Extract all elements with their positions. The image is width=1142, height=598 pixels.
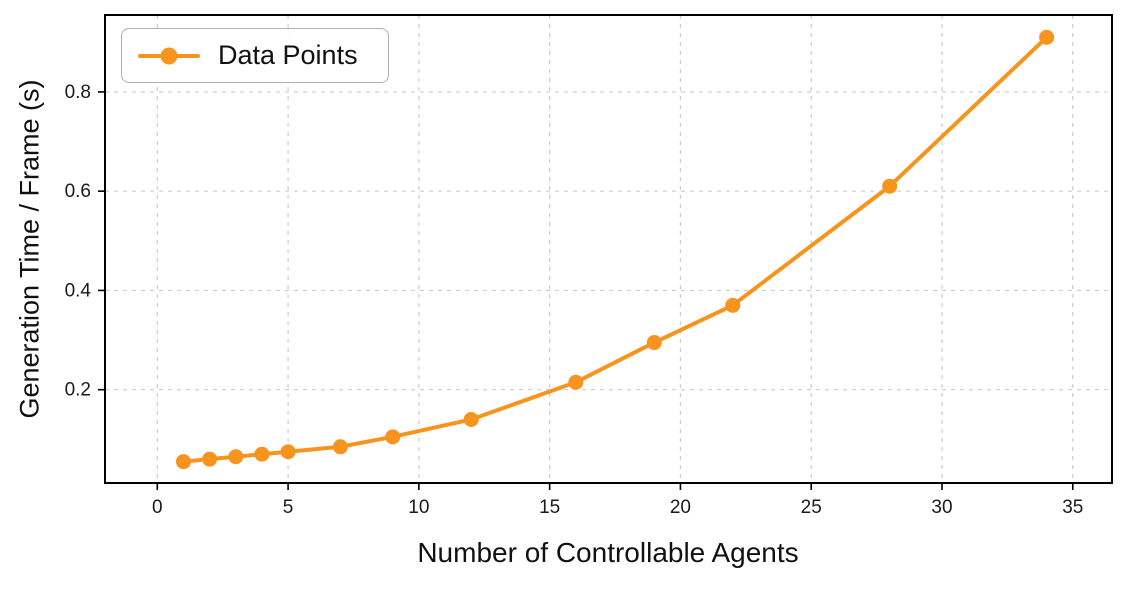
x-tick-label: 15 [539,497,560,518]
data-point [646,335,662,351]
plot-border [104,14,1113,484]
data-point [882,178,898,194]
data-point [175,454,191,470]
data-point [254,446,270,462]
legend-dot-icon [160,47,178,64]
tick-marks [98,91,1074,490]
data-point [463,411,479,427]
data-point [280,444,296,460]
x-tick-label: 10 [408,497,429,518]
data-point [228,449,244,465]
y-tick-label: 0.8 [65,82,91,103]
data-point [725,297,741,313]
data-line [181,35,1049,464]
legend-label: Data Points [218,40,358,70]
legend: Data Points [121,28,389,83]
data-point [202,451,218,467]
x-tick-label: 0 [152,497,163,518]
x-tick-label: 35 [1062,497,1083,518]
x-tick-label: 25 [801,497,822,518]
x-tick-label: 20 [670,497,691,518]
y-tick-label: 0.6 [65,181,91,202]
x-tick-label: 5 [283,497,294,518]
data-point [1039,29,1055,45]
data-point [568,374,584,390]
grid [105,15,1112,483]
x-axis-label: Number of Controllable Agents [417,537,799,568]
y-tick-label: 0.2 [65,380,91,401]
data-markers [175,29,1055,470]
data-point [332,439,348,455]
legend-line-marker [138,47,200,64]
y-axis-label: Generation Time / Frame (s) [14,79,45,419]
data-point [385,429,401,445]
y-tick-label: 0.4 [65,280,92,301]
x-tick-label: 30 [931,497,952,518]
tick-labels: 0 5 10 15 20 25 30 35 0.2 0.4 0.6 0.8 [65,82,1084,518]
